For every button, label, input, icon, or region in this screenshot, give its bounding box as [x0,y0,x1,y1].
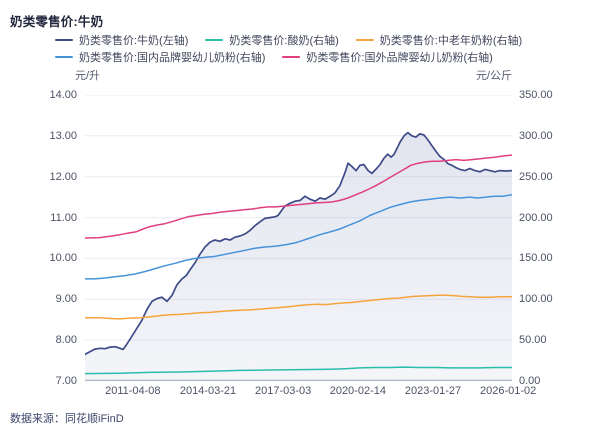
legend-line-swatch [55,55,73,59]
y-axis-tick-right: 300.00 [519,129,553,142]
series-line[interactable] [85,131,512,356]
series-area-fill [85,132,512,381]
x-axis-tick: 2011-04-08 [105,385,161,397]
series-line[interactable] [85,193,512,280]
legend-label: 奶类零售价:中老年奶粉(右轴) [379,35,523,47]
x-axis-tick: 2017-03-03 [254,385,312,397]
plot-area[interactable] [85,95,512,381]
legend-row-1: 奶类零售价:牛奶(左轴) 奶类零售价:酸奶(右轴) 奶类零售价:中老年奶粉(右轴) [55,32,522,48]
legend-line-swatch [282,55,301,59]
x-axis-tick: 2014-03-21 [179,385,237,397]
legend-item[interactable]: 奶类零售价:国内品牌婴幼儿奶粉(右轴) [55,49,265,65]
legend-label: 奶类零售价:牛奶(左轴) [79,35,189,47]
y-axis-tick-left: 13.00 [49,129,77,142]
y-axis-tick-right: 100.00 [519,293,553,306]
page-title: 奶类零售价:牛奶 [10,15,104,29]
y-axis-tick-left: 7.00 [55,375,77,387]
right-axis-unit: 元/公斤 [475,70,512,82]
series-line[interactable] [85,154,512,239]
series-line[interactable] [85,294,512,320]
y-axis-tick-right: 350.00 [519,89,553,101]
legend-line-swatch [355,38,374,42]
x-axis-tick: 2026-01-02 [480,385,537,397]
legend-label: 奶类零售价:国内品牌婴幼儿奶粉(右轴) [79,52,266,64]
legend-row-2: 奶类零售价:国内品牌婴幼儿奶粉(右轴) 奶类零售价:国外品牌婴幼儿奶粉(右轴) [55,49,493,65]
y-axis-tick-right: 50.00 [519,334,547,347]
left-axis-unit: 元/升 [75,70,101,82]
legend-line-swatch [205,38,224,42]
legend-line-swatch [55,38,73,42]
legend-item[interactable]: 奶类零售价:中老年奶粉(右轴) [355,32,523,48]
y-axis-tick-right: 200.00 [519,211,553,224]
y-axis-tick-left: 12.00 [49,170,77,183]
legend-item[interactable]: 奶类零售价:酸奶(右轴) [205,32,339,48]
legend-label: 奶类零售价:国外品牌婴幼儿奶粉(右轴) [306,52,493,64]
legend-item[interactable]: 奶类零售价:国外品牌婴幼儿奶粉(右轴) [282,49,493,65]
series-line[interactable] [85,366,512,375]
legend-item[interactable]: 奶类零售价:牛奶(左轴) [55,32,188,48]
y-axis-tick-left: 10.00 [49,252,77,265]
y-axis-tick-right: 150.00 [519,252,553,265]
x-axis-tick: 2023-01-27 [404,385,462,397]
data-source-note: 数据来源：同花顺iFinD [10,413,124,425]
x-axis-tick: 2020-02-14 [329,385,386,397]
y-axis-tick-left: 11.00 [50,211,77,224]
y-axis-tick-left: 8.00 [55,334,77,347]
y-axis-tick-right: 0.00 [519,375,541,387]
legend-label: 奶类零售价:酸奶(右轴) [229,35,339,47]
y-axis-tick-left: 9.00 [55,293,77,306]
y-axis-tick-right: 250.00 [519,170,553,183]
y-axis-tick-left: 14.00 [49,89,77,101]
